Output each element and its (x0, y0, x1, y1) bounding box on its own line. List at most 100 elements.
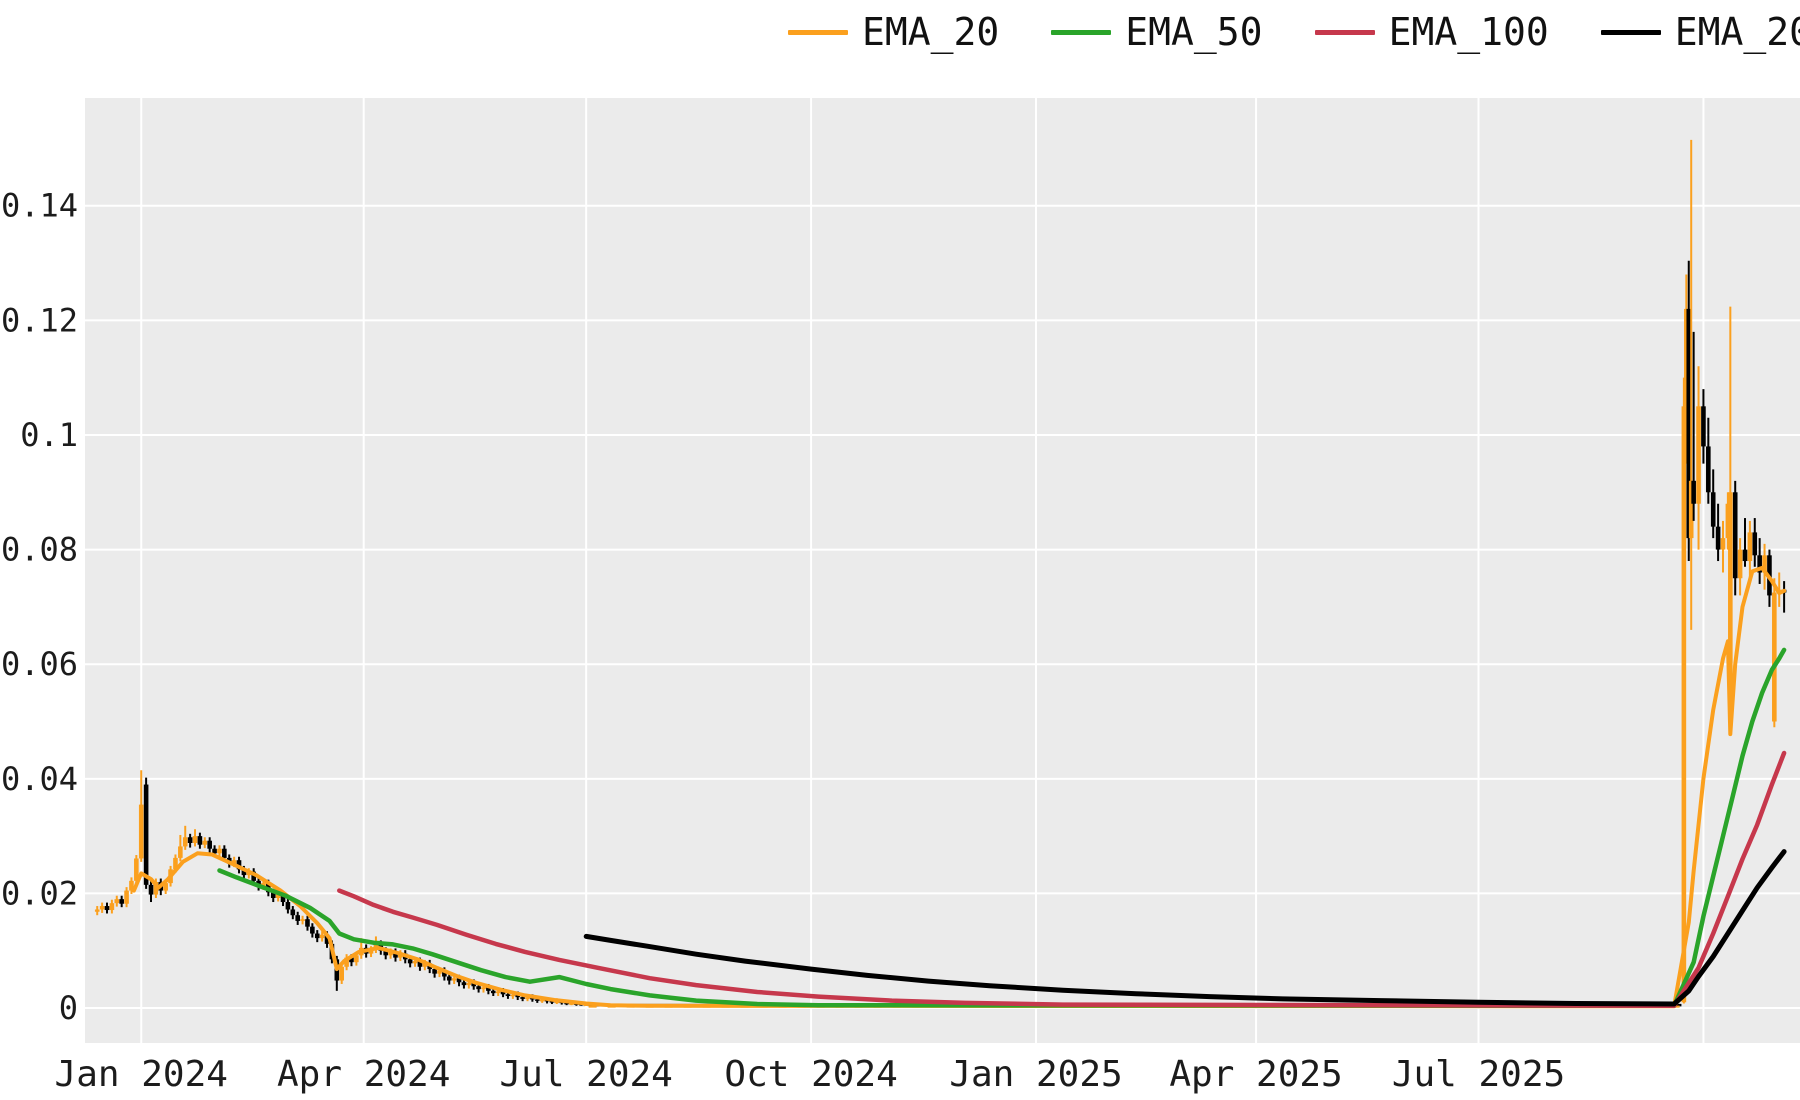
candle-body (1737, 549, 1743, 579)
candle-body (1762, 555, 1767, 573)
candle-body (305, 919, 310, 927)
candle-body (290, 909, 296, 916)
candle-body (1747, 532, 1753, 562)
candle-body (539, 1000, 545, 1002)
candle-body (446, 976, 452, 981)
x-tick-label: Jan 2024 (55, 1054, 228, 1095)
candle-body (466, 982, 472, 986)
candle-body (490, 990, 496, 994)
candle-body (442, 970, 447, 977)
candle-body (412, 961, 418, 964)
legend-label: EMA_20 (862, 10, 1000, 54)
ema_20-line (131, 565, 1787, 1009)
ema_100-line (337, 750, 1787, 1009)
candle-body (178, 846, 183, 858)
candle-body (1706, 446, 1711, 493)
x-tick-label: Jul 2025 (1392, 1054, 1565, 1095)
y-tick-label: 0.12 (1, 301, 78, 339)
candle-body (549, 1001, 555, 1003)
candle-body (1715, 526, 1721, 550)
candle-body (202, 840, 208, 845)
candle-body (1720, 538, 1726, 550)
candle-body (251, 871, 256, 881)
candle-body (217, 848, 222, 854)
x-tick-label: Oct 2024 (724, 1054, 897, 1095)
y-tick-label: 0.06 (1, 645, 78, 683)
candle-body (520, 997, 525, 999)
candle-body (500, 991, 506, 995)
candle-body (1772, 592, 1777, 722)
candle-body (207, 840, 212, 849)
candle-body (109, 903, 115, 911)
x-tick-label: Apr 2025 (1169, 1054, 1342, 1095)
candle-body (510, 994, 516, 997)
candle-body (94, 909, 100, 912)
candle-body (1691, 480, 1696, 504)
candle-body (324, 934, 330, 944)
candle-body (344, 957, 349, 967)
candle-body (1686, 308, 1692, 539)
candle-body (437, 970, 442, 974)
candle-body (1710, 492, 1716, 527)
candle-body (187, 837, 193, 843)
candle-body (451, 978, 457, 981)
candle-body (231, 860, 237, 864)
legend-label: EMA_200 (1674, 10, 1800, 54)
candle-body (119, 899, 124, 904)
candle-body (461, 982, 467, 986)
candle-body (212, 848, 217, 854)
candle-body (530, 997, 535, 1000)
candle-body (569, 1003, 574, 1005)
candle-body (261, 883, 266, 887)
candle-body (153, 881, 159, 895)
candle-body (143, 784, 149, 885)
chart-legend: EMA_20 EMA_50 EMA_100 EMA_200 (788, 6, 1800, 58)
candle-body (241, 869, 247, 876)
candle-body (138, 804, 144, 859)
candle-body (182, 837, 188, 847)
candle-body (295, 915, 300, 921)
legend-entry-ema_50: EMA_50 (1051, 6, 1263, 58)
candle-body (456, 978, 462, 983)
candle-body (104, 906, 110, 911)
ema_20-line-icon (788, 29, 848, 35)
candle-body (354, 955, 359, 963)
legend-entry-ema_100: EMA_100 (1314, 6, 1549, 58)
candle-body (1725, 503, 1731, 539)
candle-body (236, 860, 242, 870)
plot-area (85, 98, 1800, 1043)
legend-entry-ema_200: EMA_200 (1600, 6, 1800, 58)
candle-body (525, 997, 530, 1000)
candle-body (368, 949, 374, 954)
ema_200-line-icon (1600, 29, 1661, 35)
candle-body (476, 986, 481, 990)
candle-body (422, 963, 428, 967)
candle-body (1688, 480, 1694, 539)
candle-body (314, 933, 320, 939)
candle-body (300, 919, 305, 921)
x-tick-label: Jan 2025 (949, 1054, 1122, 1095)
candle-body (134, 858, 139, 881)
legend-label: EMA_50 (1125, 10, 1263, 54)
candle-body (148, 884, 154, 895)
y-tick-label: 0.08 (1, 531, 78, 569)
ema_100-line-icon (1314, 29, 1375, 35)
candle-body (407, 959, 413, 964)
candle-body (129, 880, 134, 891)
tick-labels: 0 0.02 0.04 0.06 0.08 0.1 0.12 0.14 Jan 2024 Apr … (1, 187, 1565, 1095)
candle-body (1681, 406, 1687, 1003)
y-tick-label: 0.1 (20, 416, 78, 454)
candle-body (173, 857, 178, 870)
legend-label: EMA_100 (1388, 10, 1549, 54)
candle-body (417, 961, 423, 967)
candle-body (1732, 492, 1738, 579)
candle-body (1728, 492, 1733, 722)
legend-entry-ema_20: EMA_20 (788, 6, 999, 58)
candle-body (388, 951, 393, 956)
candle-body (393, 951, 398, 958)
x-tick-label: Jul 2024 (499, 1054, 672, 1095)
candle-body (124, 890, 129, 904)
x-tick-label: Apr 2024 (277, 1054, 450, 1095)
